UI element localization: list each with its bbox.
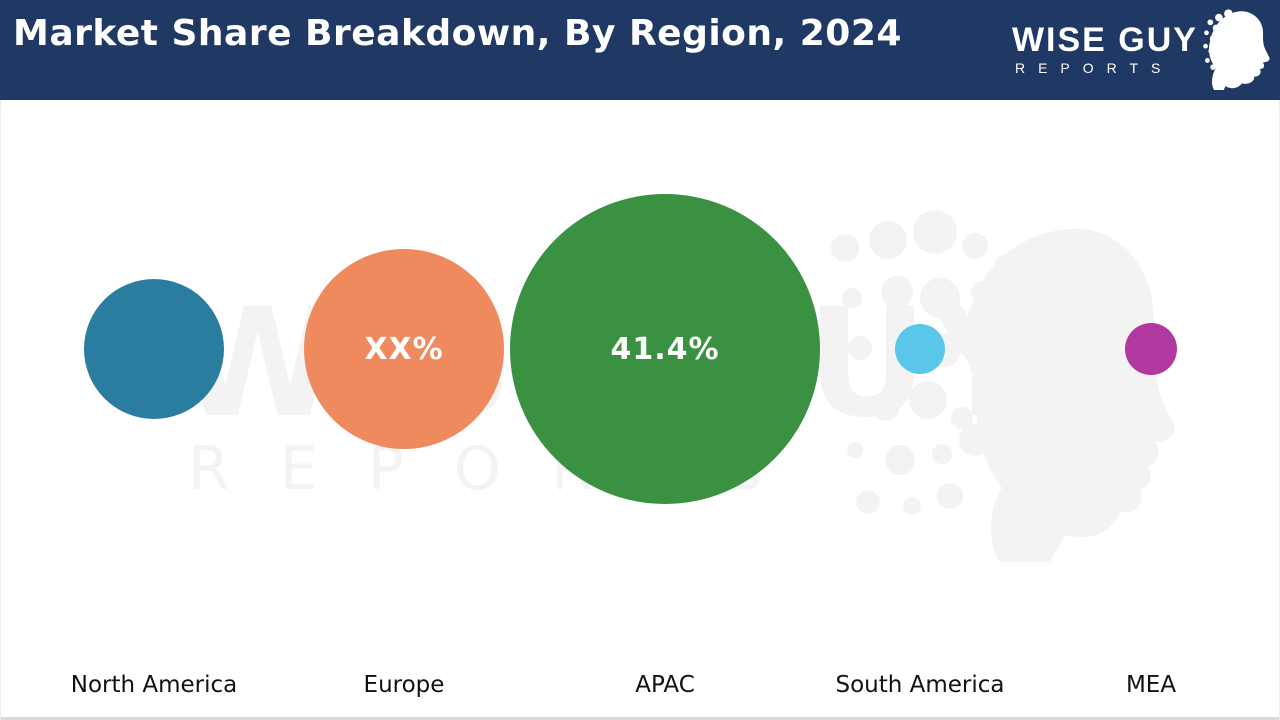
brand-name: WISE GUY (1011, 21, 1198, 59)
category-label-mea: MEA (1125, 672, 1177, 698)
bubble-chart: WISE GUY REPORTS (0, 100, 1280, 720)
bubble-apac: 41.4% (510, 194, 820, 504)
bubble-europe: XX% (304, 249, 504, 449)
watermark-head-icon (831, 210, 1175, 562)
bubble-mea (1125, 323, 1177, 375)
bubble-value-label: 41.4% (610, 331, 720, 367)
category-label-south-america: South America (835, 672, 1005, 698)
category-label-north-america: North America (70, 672, 238, 698)
bubble-south-america (895, 324, 945, 374)
brand-logo-text: WISE GUY REPORTS (1012, 22, 1198, 76)
page-title: Market Share Breakdown, By Region, 2024 (13, 13, 902, 54)
brand-head-icon (1203, 9, 1270, 90)
header-bar: Market Share Breakdown, By Region, 2024 … (0, 0, 1280, 100)
category-label-apac: APAC (635, 672, 695, 698)
category-label-europe: Europe (363, 672, 445, 698)
bubble-value-label: XX% (364, 331, 444, 367)
brand-logo: WISE GUY REPORTS (1012, 8, 1274, 90)
brand-subtitle: REPORTS (1014, 60, 1174, 76)
bubble-north-america (84, 279, 224, 419)
